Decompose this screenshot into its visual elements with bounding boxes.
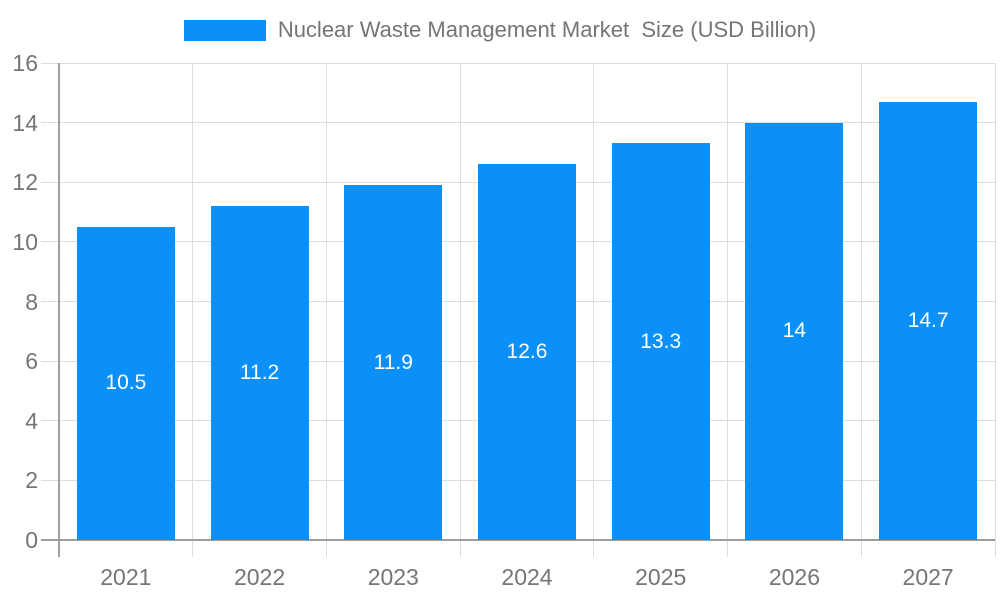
gridline-horizontal — [41, 122, 995, 124]
gridline-vertical — [325, 63, 327, 557]
bar-value-label: 14 — [782, 319, 807, 343]
bar-value-label: 13.3 — [640, 329, 682, 353]
y-axis-tick-label: 16 — [12, 50, 38, 76]
y-axis-tick-label: 10 — [12, 228, 38, 255]
bar-value-label: 11.2 — [239, 361, 280, 385]
x-axis-tick-label: 2025 — [635, 564, 687, 590]
y-axis-tick-label: 14 — [12, 109, 38, 136]
bar-2023 — [344, 185, 443, 540]
bar-2026 — [745, 122, 844, 540]
x-axis-tick-label: 2023 — [367, 564, 419, 590]
gridline-vertical — [727, 63, 729, 557]
bar-2022 — [210, 206, 309, 540]
y-axis-line — [58, 63, 60, 557]
gridline-vertical — [860, 63, 862, 557]
bar-2024 — [478, 164, 576, 540]
bar-value-label: 14.7 — [907, 308, 949, 332]
x-axis-tick-label: 2022 — [233, 564, 286, 590]
y-axis-tick-label: 4 — [25, 407, 38, 434]
gridline-horizontal — [41, 62, 995, 64]
bar-2021 — [76, 226, 175, 540]
gridline-vertical — [459, 63, 461, 557]
y-axis-tick-label: 0 — [25, 527, 38, 553]
bar-2027 — [879, 101, 978, 540]
x-axis-tick-label: 2027 — [902, 564, 954, 590]
y-axis-tick-label: 8 — [25, 288, 38, 315]
x-axis-tick-label: 2026 — [768, 564, 820, 590]
x-axis-line — [41, 539, 995, 541]
bar-value-label: 10.5 — [105, 371, 147, 395]
gridline-vertical — [593, 63, 595, 557]
bar-value-label: 12.6 — [506, 340, 548, 364]
bar-value-label: 11.9 — [373, 350, 413, 374]
x-axis-tick-label: 2024 — [501, 564, 553, 590]
y-axis-tick-label: 6 — [25, 348, 38, 375]
legend-swatch — [183, 19, 266, 41]
y-axis-tick-label: 2 — [25, 467, 38, 494]
bar-2025 — [611, 143, 710, 540]
x-axis-tick-label: 2021 — [100, 564, 152, 590]
chart-title: Nuclear Waste Management Market Size (US… — [277, 17, 817, 42]
y-axis-tick-label: 12 — [12, 169, 38, 196]
gridline-vertical — [192, 63, 194, 557]
gridline-vertical — [994, 63, 996, 557]
chart-legend: Nuclear Waste Management Market Size (US… — [0, 17, 1000, 43]
